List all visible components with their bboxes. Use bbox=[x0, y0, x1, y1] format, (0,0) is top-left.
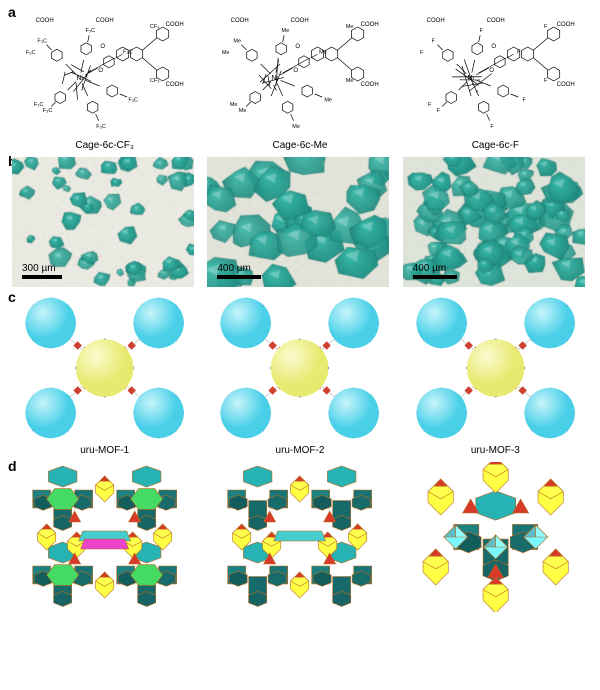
cell-d-2 bbox=[403, 462, 588, 612]
cell-c-0: uru-MOF-1 bbox=[12, 293, 197, 456]
svg-text:F₃C: F₃C bbox=[43, 108, 53, 114]
svg-text:F₃C: F₃C bbox=[86, 28, 96, 34]
svg-text:F: F bbox=[420, 50, 424, 56]
caption-a-1: Cage-6c-Me bbox=[272, 140, 327, 151]
svg-text:F: F bbox=[490, 124, 494, 130]
svg-text:F: F bbox=[431, 39, 435, 45]
cell-a-1: NiMeMeMeMeMeMeCOOHCOOHMeMeCOOHMeMeCOOHOO… bbox=[207, 8, 392, 151]
svg-text:F: F bbox=[428, 102, 432, 108]
scalebar-label-2: 400 µm bbox=[413, 263, 447, 274]
chem-structure-0: NiF₃CF₃CF₃CF₃CF₃CF₃CCOOHCOOHCF₃CF₃COOHF₃… bbox=[12, 8, 197, 138]
scalebar-label-0: 300 µm bbox=[22, 263, 56, 274]
scalebar-bar-1 bbox=[217, 275, 261, 279]
svg-text:O: O bbox=[296, 44, 301, 50]
svg-text:O: O bbox=[491, 44, 496, 50]
svg-text:COOH: COOH bbox=[231, 18, 249, 24]
svg-text:F₃C: F₃C bbox=[26, 50, 36, 56]
svg-text:COOH: COOH bbox=[291, 18, 309, 24]
panel-label-c: c bbox=[8, 289, 16, 305]
row-d: d bbox=[12, 462, 588, 612]
svg-text:Me: Me bbox=[234, 39, 242, 45]
chem-structure-2: NiFFFFFFCOOHCOOHFFCOOHFFCOOHOO bbox=[403, 8, 588, 138]
micrograph-2: 400 µm bbox=[403, 157, 588, 287]
svg-text:F: F bbox=[437, 108, 441, 114]
scalebar-bar-2 bbox=[413, 275, 457, 279]
crystal-structure-2 bbox=[403, 293, 588, 443]
polyhedra-2 bbox=[403, 462, 588, 612]
row-a: a NiF₃CF₃CF₃CF₃CF₃CF₃CCOOHCOOHCF₃CF₃COOH… bbox=[12, 8, 588, 151]
cell-b-2: 400 µm bbox=[403, 157, 588, 287]
svg-text:Me: Me bbox=[346, 24, 354, 30]
svg-text:CF₃: CF₃ bbox=[150, 78, 160, 84]
row-c: c uru-MOF-1 uru-MOF-2 uru-MOF-3 bbox=[12, 293, 588, 456]
svg-text:COOH: COOH bbox=[36, 18, 54, 24]
svg-text:Me: Me bbox=[282, 28, 290, 34]
caption-c-1: uru-MOF-2 bbox=[276, 445, 325, 456]
svg-text:F: F bbox=[522, 97, 526, 103]
svg-text:Me: Me bbox=[346, 78, 354, 84]
svg-text:CF₃: CF₃ bbox=[150, 24, 160, 30]
svg-text:COOH: COOH bbox=[361, 82, 379, 88]
scalebar-0: 300 µm bbox=[22, 263, 62, 279]
svg-text:F₃C: F₃C bbox=[96, 124, 106, 130]
cell-d-0 bbox=[12, 462, 197, 612]
svg-text:F: F bbox=[544, 78, 548, 84]
row-b: b 300 µm 400 µm bbox=[12, 157, 588, 287]
svg-text:COOH: COOH bbox=[166, 22, 184, 28]
svg-text:COOH: COOH bbox=[361, 22, 379, 28]
scalebar-1: 400 µm bbox=[217, 263, 261, 279]
cell-b-1: 400 µm bbox=[207, 157, 392, 287]
svg-text:COOH: COOH bbox=[556, 22, 574, 28]
svg-text:Me: Me bbox=[325, 97, 333, 103]
svg-text:COOH: COOH bbox=[166, 82, 184, 88]
cell-d-1 bbox=[207, 462, 392, 612]
chem-structure-1: NiMeMeMeMeMeMeCOOHCOOHMeMeCOOHMeMeCOOHOO bbox=[207, 8, 392, 138]
svg-text:Me: Me bbox=[239, 108, 247, 114]
svg-text:F₃C: F₃C bbox=[128, 97, 138, 103]
svg-text:F: F bbox=[544, 24, 548, 30]
caption-c-0: uru-MOF-1 bbox=[80, 445, 129, 456]
svg-text:F: F bbox=[479, 28, 483, 34]
svg-text:COOH: COOH bbox=[486, 18, 504, 24]
cell-b-0: 300 µm bbox=[12, 157, 197, 287]
caption-a-0: Cage-6c-CF₃ bbox=[75, 140, 134, 151]
scalebar-label-1: 400 µm bbox=[217, 263, 251, 274]
polyhedra-0 bbox=[12, 462, 197, 612]
svg-text:Me: Me bbox=[222, 50, 230, 56]
scalebar-bar-0 bbox=[22, 275, 62, 279]
caption-a-2: Cage-6c-F bbox=[472, 140, 519, 151]
svg-text:Me: Me bbox=[230, 102, 238, 108]
cell-c-1: uru-MOF-2 bbox=[207, 293, 392, 456]
svg-text:COOH: COOH bbox=[96, 18, 114, 24]
cell-a-2: NiFFFFFFCOOHCOOHFFCOOHFFCOOHOO Cage-6c-F bbox=[403, 8, 588, 151]
scalebar-2: 400 µm bbox=[413, 263, 457, 279]
svg-text:COOH: COOH bbox=[556, 82, 574, 88]
cell-c-2: uru-MOF-3 bbox=[403, 293, 588, 456]
caption-c-2: uru-MOF-3 bbox=[471, 445, 520, 456]
micrograph-1: 400 µm bbox=[207, 157, 392, 287]
svg-text:F₃C: F₃C bbox=[34, 102, 44, 108]
crystal-structure-0 bbox=[12, 293, 197, 443]
svg-text:O: O bbox=[489, 68, 494, 74]
svg-text:F₃C: F₃C bbox=[37, 39, 47, 45]
cell-a-0: NiF₃CF₃CF₃CF₃CF₃CF₃CCOOHCOOHCF₃CF₃COOHF₃… bbox=[12, 8, 197, 151]
polyhedra-1 bbox=[207, 462, 392, 612]
svg-text:O: O bbox=[294, 68, 299, 74]
svg-text:O: O bbox=[100, 44, 105, 50]
crystal-structure-1 bbox=[207, 293, 392, 443]
svg-text:Me: Me bbox=[293, 124, 301, 130]
micrograph-0: 300 µm bbox=[12, 157, 197, 287]
panel-label-d: d bbox=[8, 458, 17, 474]
svg-text:COOH: COOH bbox=[426, 18, 444, 24]
figure-panel: a NiF₃CF₃CF₃CF₃CF₃CF₃CCOOHCOOHCF₃CF₃COOH… bbox=[0, 0, 600, 626]
svg-text:O: O bbox=[98, 68, 103, 74]
